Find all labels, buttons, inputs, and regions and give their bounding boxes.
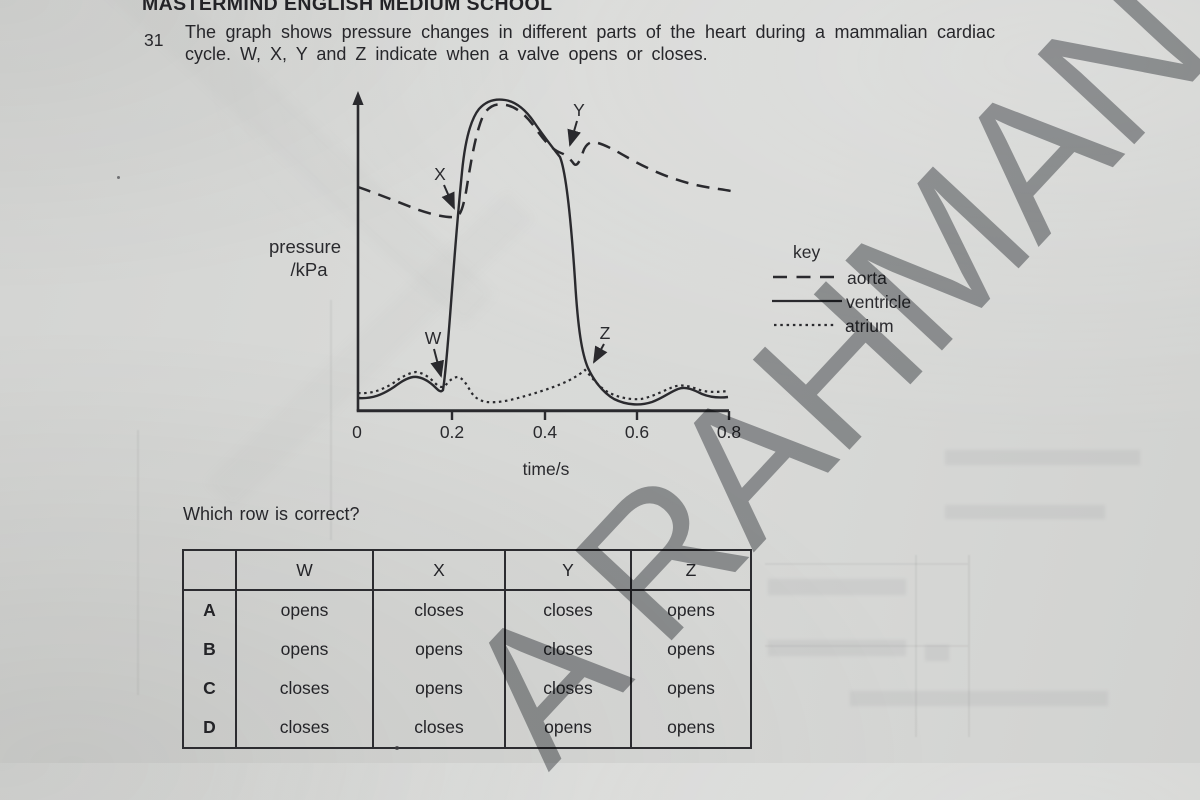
x-axis-label: time/s [523,459,570,479]
question-text-line2: cycle. W, X, Y and Z indicate when a val… [185,44,708,64]
cardiac-cycle-graph: pressure /kPa 0 0.2 0.4 0.6 0.8 time/s W… [269,91,911,479]
y-axis-label-line1: pressure [269,236,341,257]
cell-B-W: opens [235,630,374,669]
axes [352,91,731,420]
cell-B-Z: opens [630,630,752,669]
cell-C-W: closes [235,669,374,708]
cell-D-W: closes [235,708,374,748]
stray-mark [395,746,399,750]
annotation-W-label: W [425,328,442,348]
annotation-Z-label: Z [600,323,611,343]
table-row-A: A opens closes closes opens [182,590,752,630]
row-label-B: B [182,630,237,669]
bleed-through-line [765,645,968,647]
annotation-X: X [434,164,455,210]
cell-D-Z: opens [630,708,752,748]
col-header-X: X [372,549,506,591]
y-axis-arrowhead [352,91,364,105]
row-label-D: D [182,708,237,748]
cell-C-Z: opens [630,669,752,708]
bleed-through-text-blur [945,450,1140,465]
legend-atrium-label: atrium [845,316,894,336]
bleed-through-line [137,430,139,695]
bleed-through-text-blur [768,640,906,656]
annotation-Y: Y [567,100,585,147]
bleed-through-text-blur [945,505,1105,519]
aorta-curve [357,103,732,219]
col-header-Y: Y [504,549,632,591]
question-text-line1: The graph shows pressure changes in diff… [185,22,996,42]
cell-C-X: opens [372,669,506,708]
annotation-X-label: X [434,164,446,184]
table-row-C: C closes opens closes opens [182,669,752,708]
bleed-through-text-blur [925,645,949,661]
legend-ventricle-label: ventricle [846,292,911,312]
school-header: MASTERMIND ENGLISH MEDIUM SCHOOL [142,0,553,15]
paper-speck [117,176,120,179]
table-row-D: D closes closes opens opens [182,708,752,748]
annotation-Y-label: Y [573,100,585,120]
x-tick-label-0_4: 0.4 [533,422,558,442]
cell-A-X: closes [372,590,506,630]
legend-aorta-label: aorta [847,268,887,288]
y-axis-label-line2: /kPa [290,259,328,280]
legend-title: key [793,242,820,262]
annotation-Z: Z [593,323,611,364]
row-label-A: A [182,590,237,630]
cell-A-Y: closes [504,590,632,630]
x-tick-label-0_2: 0.2 [440,422,464,442]
cell-A-Z: opens [630,590,752,630]
cell-A-W: opens [235,590,374,630]
x-tick-label-0: 0 [352,422,362,442]
answer-table: W X Y Z A opens closes closes opens B op… [182,549,752,749]
cell-D-X: closes [372,708,506,748]
atrium-curve [357,368,729,404]
ventricle-curve [357,98,729,406]
bleed-through-line [330,300,332,540]
table-row-B: B opens opens closes opens [182,630,752,669]
cell-B-Y: closes [504,630,632,669]
bleed-through-text-blur [768,579,906,595]
question-prompt: Which row is correct? [183,504,360,524]
bleed-through-line [968,555,970,737]
x-tick-label-0_6: 0.6 [625,422,649,442]
cell-C-Y: closes [504,669,632,708]
cell-B-X: opens [372,630,506,669]
bleed-through-line [765,563,968,565]
answer-table-header-row: W X Y Z [182,549,752,591]
bleed-through-line [915,555,917,737]
legend: key aorta ventricle atrium [772,242,911,336]
col-header-Z: Z [630,549,752,591]
bleed-through-text-blur [850,691,1108,706]
x-tick-label-0_8: 0.8 [717,422,741,442]
col-header-W: W [235,549,374,591]
cell-D-Y: opens [504,708,632,748]
annotation-W: W [425,328,445,378]
question-number: 31 [144,30,164,50]
corner-cell [182,549,237,591]
row-label-C: C [182,669,237,708]
